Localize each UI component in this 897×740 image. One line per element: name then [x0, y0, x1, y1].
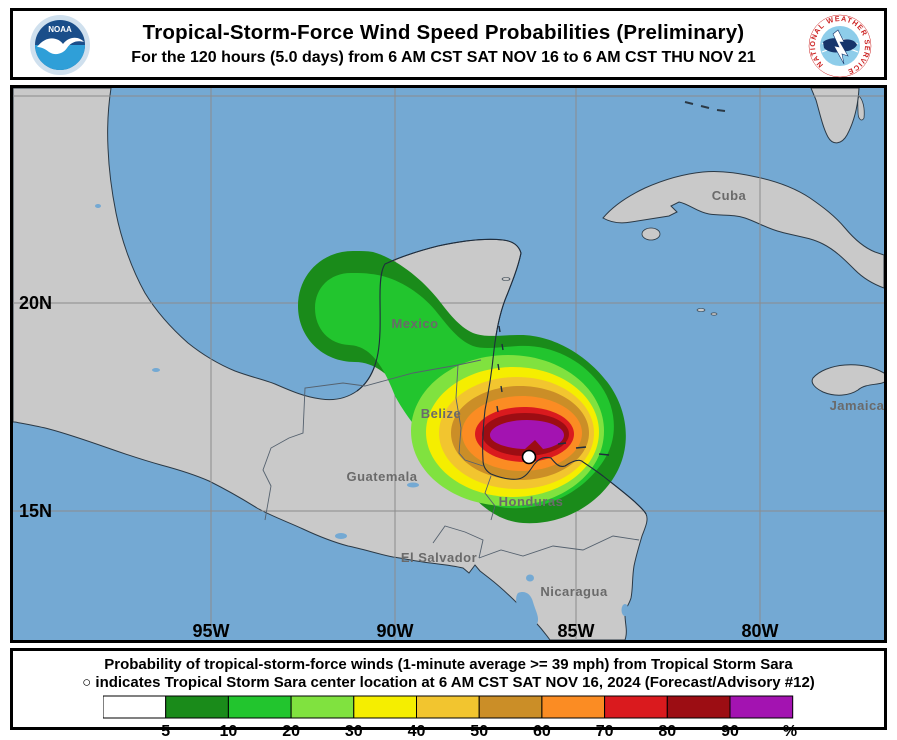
legend-tick-10: 10	[220, 723, 238, 740]
border-honduras-nicaragua	[478, 535, 640, 559]
footer-panel: Probability of tropical-storm-force wind…	[10, 648, 887, 740]
legend-cells	[103, 695, 794, 719]
nws-logo-icon: NATIONAL WEATHER SERVICE	[808, 14, 872, 78]
legend-tick-60: 60	[533, 723, 551, 740]
border-guatemala-honduras	[484, 475, 496, 521]
small-islets	[501, 277, 718, 316]
page-title: Tropical-Storm-Force Wind Speed Probabil…	[142, 21, 745, 44]
legend-tick-70: 70	[596, 723, 614, 740]
country-borders	[262, 359, 640, 559]
label-cuba: Cuba	[712, 188, 747, 203]
bahamas-islet	[857, 95, 865, 121]
legend-cell-1	[165, 695, 229, 719]
lat-label-20n: 20N	[19, 293, 52, 313]
label-mexico: Mexico	[391, 316, 438, 331]
legend-ticks: 5 10 20 30 40 50 60 70 80 90 %	[161, 723, 797, 740]
legend-cell-8	[604, 695, 668, 719]
header-bar: NOAA Tropical-Storm-Force Wind Speed Pro…	[10, 8, 887, 80]
landmass-florida	[810, 88, 860, 144]
florida-keys	[684, 101, 726, 112]
landmass-cuba	[602, 171, 884, 289]
nws-logo: NATIONAL WEATHER SERVICE	[808, 14, 872, 78]
border-el-salvador	[432, 525, 484, 559]
storm-center-marker	[521, 449, 537, 465]
contour-90pct	[490, 420, 564, 449]
lat-label-15n: 15N	[19, 501, 52, 521]
noaa-logo-icon: NOAA	[30, 15, 90, 75]
border-mexico-guatemala	[262, 364, 459, 521]
legend-tick-30: 30	[345, 723, 363, 740]
isla-juventud	[641, 227, 661, 241]
bay-islands	[557, 442, 610, 456]
belize-cays	[496, 325, 504, 413]
footer-line2: ○ indicates Tropical Storm Sara center l…	[82, 674, 815, 691]
probability-legend: 5 10 20 30 40 50 60 70 80 90 %	[103, 695, 797, 740]
page-subtitle: For the 120 hours (5.0 days) from 6 AM C…	[131, 49, 756, 66]
nws-lightning-icon	[832, 29, 849, 65]
legend-cell-6	[478, 695, 543, 719]
noaa-bird-icon	[37, 37, 84, 55]
noaa-logo: NOAA	[29, 14, 91, 76]
lon-label-90w: 90W	[376, 621, 413, 640]
legend-tick-percent: %	[783, 723, 797, 740]
border-mexico-belize	[457, 359, 482, 366]
label-jamaica: Jamaica	[830, 398, 884, 413]
legend-cell-10	[729, 695, 794, 719]
coastline-overlay	[356, 238, 647, 515]
legend-cell-5	[416, 695, 480, 719]
legend-cell-9	[666, 695, 731, 719]
probability-map: Mexico Cuba Jamaica Belize Guatemala Hon…	[10, 85, 887, 643]
label-nicaragua: Nicaragua	[540, 584, 608, 599]
noaa-logo-text: NOAA	[48, 25, 72, 34]
legend-tick-40: 40	[408, 723, 426, 740]
legend-tick-80: 80	[658, 723, 676, 740]
legend-cell-3	[290, 695, 355, 719]
legend-tick-50: 50	[470, 723, 488, 740]
footer-line1: Probability of tropical-storm-force wind…	[104, 656, 793, 673]
label-el-salvador: El Salvador	[401, 550, 477, 565]
label-guatemala: Guatemala	[347, 469, 418, 484]
legend-cell-4	[353, 695, 418, 719]
legend-cell-2	[227, 695, 292, 719]
lon-label-95w: 95W	[192, 621, 229, 640]
lon-label-80w: 80W	[741, 621, 778, 640]
map-canvas: Mexico Cuba Jamaica Belize Guatemala Hon…	[13, 88, 884, 640]
legend-tick-5: 5	[161, 723, 170, 740]
landmass-jamaica	[811, 364, 884, 396]
lakes	[95, 204, 629, 627]
legend-tick-90: 90	[721, 723, 739, 740]
legend-cell-0	[103, 695, 167, 719]
label-honduras: Honduras	[499, 494, 564, 509]
legend-cell-7	[541, 695, 606, 719]
lon-label-85w: 85W	[557, 621, 594, 640]
legend-tick-20: 20	[282, 723, 300, 740]
label-belize: Belize	[421, 406, 462, 421]
border-belize-guatemala	[455, 364, 484, 467]
